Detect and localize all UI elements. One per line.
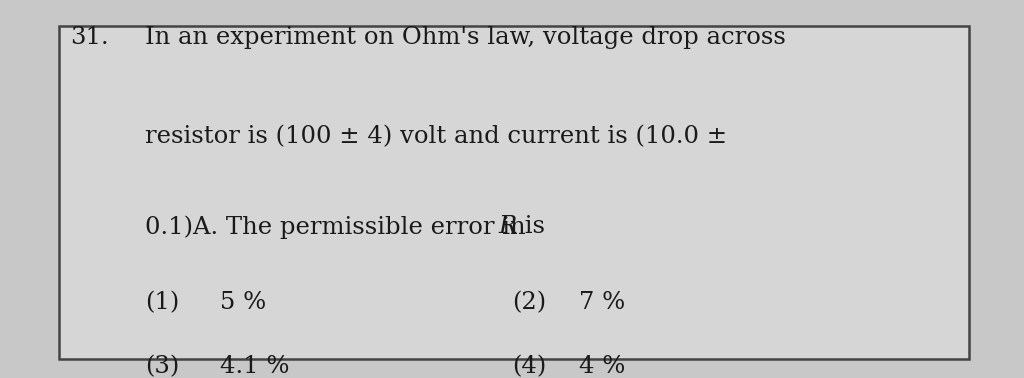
Text: 0.1)A. The permissible error in: 0.1)A. The permissible error in xyxy=(145,215,534,239)
Text: (3): (3) xyxy=(145,355,179,378)
Bar xyxy=(59,26,969,359)
Text: 5 %: 5 % xyxy=(220,291,266,314)
Text: 4.1 %: 4.1 % xyxy=(220,355,290,378)
Text: is: is xyxy=(517,215,545,239)
Text: In an experiment on Ohm's law, voltage drop across: In an experiment on Ohm's law, voltage d… xyxy=(145,26,786,50)
Text: 31.: 31. xyxy=(70,26,109,50)
Text: (4): (4) xyxy=(512,355,546,378)
Text: R: R xyxy=(499,215,517,239)
Text: (1): (1) xyxy=(145,291,179,314)
Text: (2): (2) xyxy=(512,291,546,314)
Text: 7 %: 7 % xyxy=(579,291,625,314)
Text: 4 %: 4 % xyxy=(579,355,625,378)
Text: resistor is (100 ± 4) volt and current is (10.0 ±: resistor is (100 ± 4) volt and current i… xyxy=(145,125,727,148)
